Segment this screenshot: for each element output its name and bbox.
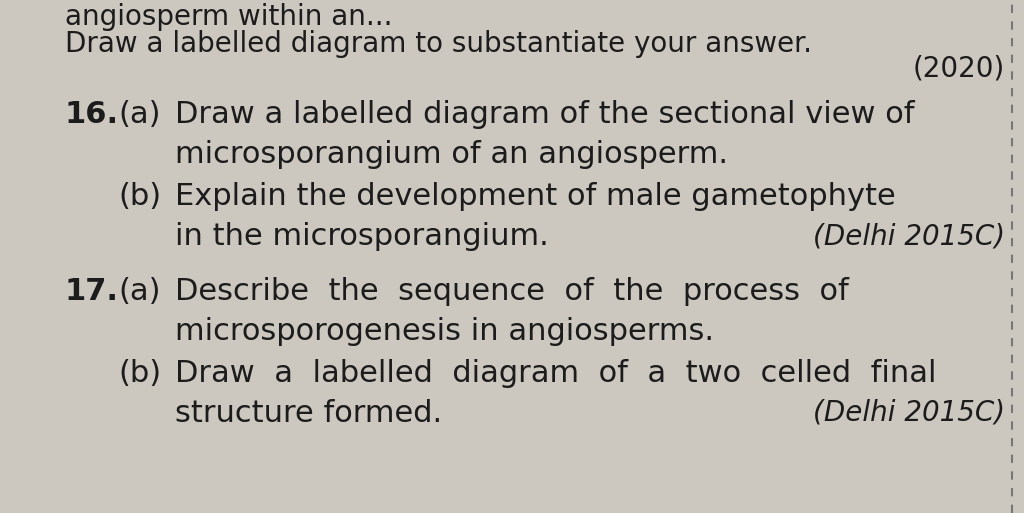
Text: (Delhi 2015C): (Delhi 2015C) bbox=[813, 222, 1005, 250]
Text: (a): (a) bbox=[118, 100, 161, 129]
Text: Draw a labelled diagram of the sectional view of: Draw a labelled diagram of the sectional… bbox=[175, 100, 914, 129]
Text: 16.: 16. bbox=[65, 100, 119, 129]
Text: structure formed.: structure formed. bbox=[175, 399, 442, 428]
Text: Describe  the  sequence  of  the  process  of: Describe the sequence of the process of bbox=[175, 277, 849, 306]
Text: microsporogenesis in angiosperms.: microsporogenesis in angiosperms. bbox=[175, 317, 714, 346]
Text: angiosperm within an...: angiosperm within an... bbox=[65, 3, 392, 31]
Text: Draw a labelled diagram to substantiate your answer.: Draw a labelled diagram to substantiate … bbox=[65, 30, 812, 58]
Text: Draw  a  labelled  diagram  of  a  two  celled  final: Draw a labelled diagram of a two celled … bbox=[175, 359, 937, 388]
Text: (a): (a) bbox=[118, 277, 161, 306]
Text: (b): (b) bbox=[118, 182, 161, 211]
Text: in the microsporangium.: in the microsporangium. bbox=[175, 222, 549, 251]
Text: 17.: 17. bbox=[65, 277, 119, 306]
Text: (b): (b) bbox=[118, 359, 161, 388]
Text: (Delhi 2015C): (Delhi 2015C) bbox=[813, 399, 1005, 427]
Text: microsporangium of an angiosperm.: microsporangium of an angiosperm. bbox=[175, 140, 728, 169]
Text: (2020): (2020) bbox=[912, 55, 1005, 83]
Text: Explain the development of male gametophyte: Explain the development of male gametoph… bbox=[175, 182, 896, 211]
